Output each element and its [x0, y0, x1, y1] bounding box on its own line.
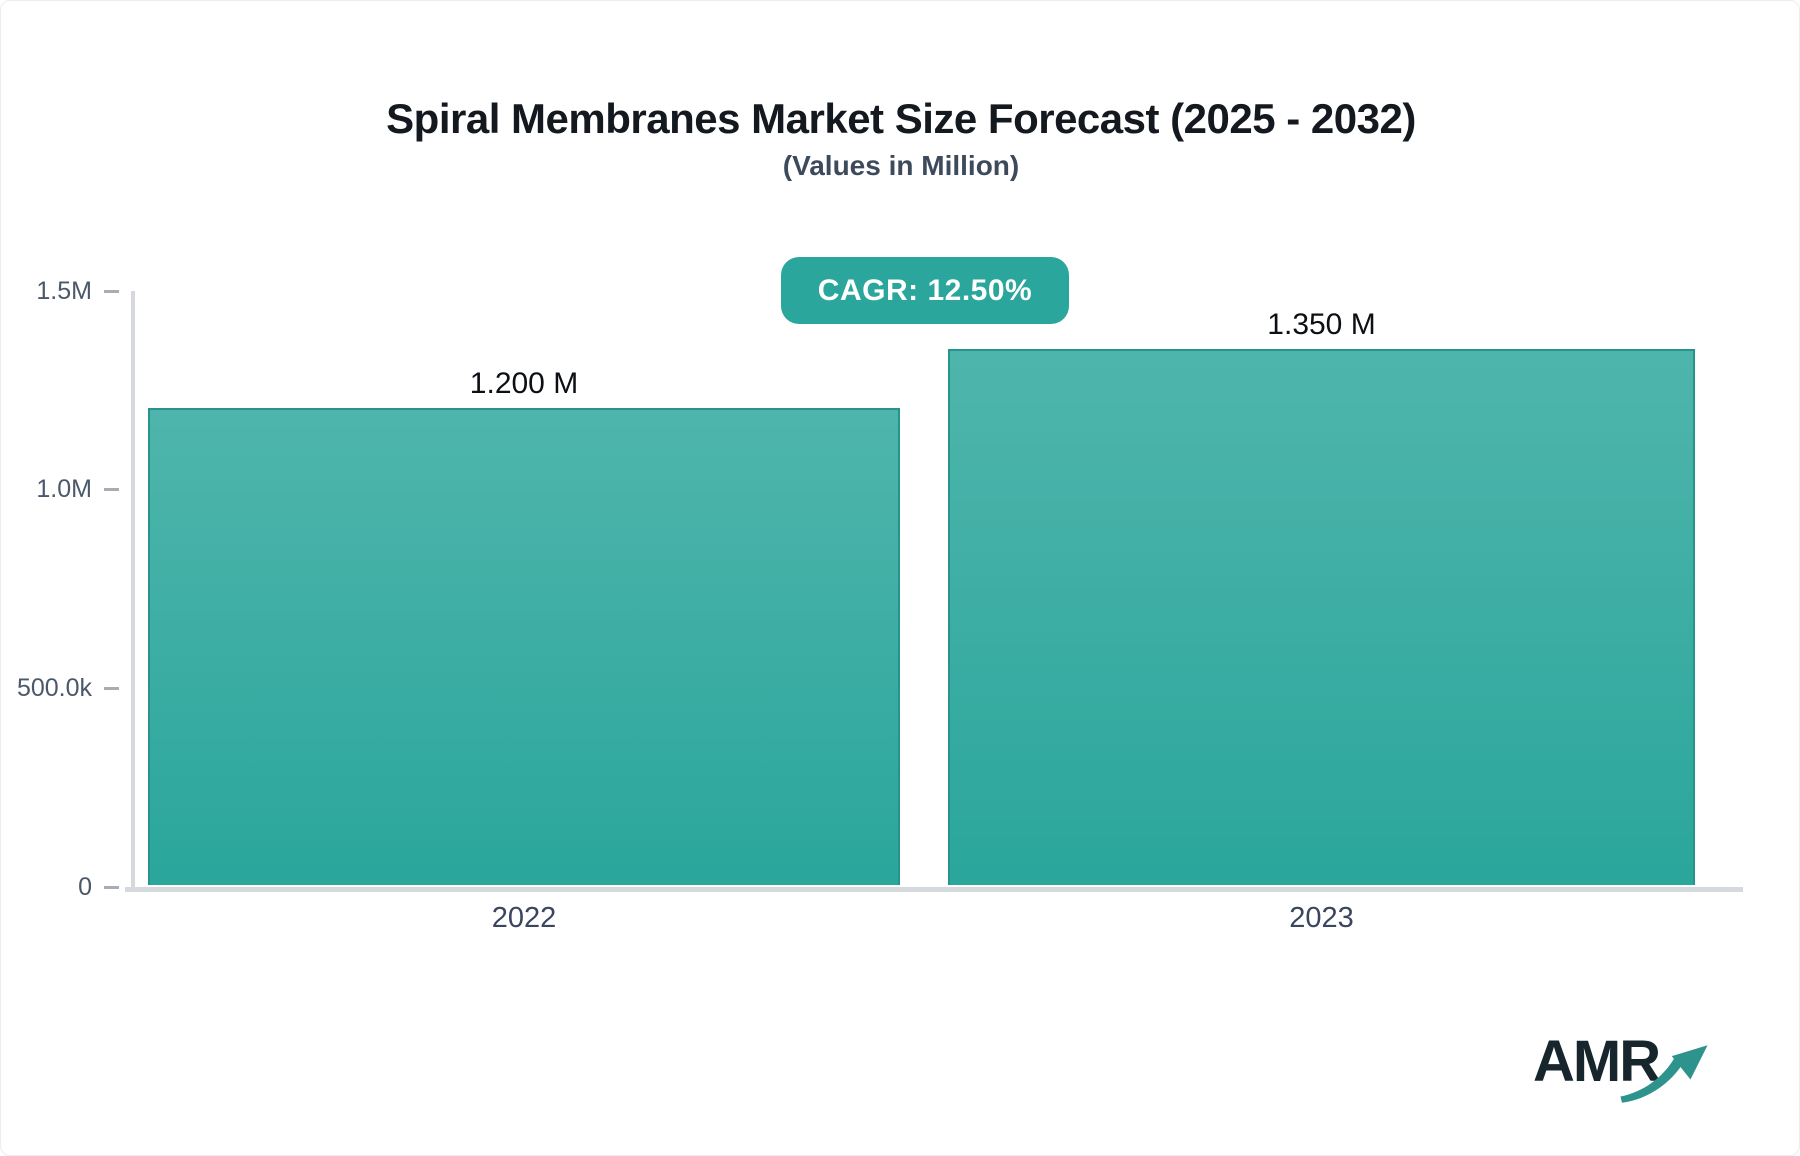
cagr-badge-label: CAGR: 12.50%	[817, 273, 1033, 307]
y-tick-mark	[104, 686, 119, 690]
bar[interactable]: 1.350 M	[948, 308, 1695, 885]
bar-value-label: 1.200 M	[469, 367, 579, 400]
y-tick-mark	[104, 885, 119, 889]
y-axis-line	[131, 291, 135, 892]
amr-logo: AMR	[1533, 1031, 1718, 1113]
bar-value-label: 1.350 M	[1267, 308, 1376, 341]
y-tick-mark	[104, 289, 119, 293]
y-tick-label: 500.0k	[16, 673, 92, 702]
cagr-badge: CAGR: 12.50%	[781, 257, 1069, 324]
chart-title: Spiral Membranes Market Size Forecast (2…	[386, 95, 1416, 142]
x-axis-line	[125, 887, 1743, 892]
x-axis-label: 2023	[1289, 902, 1354, 934]
y-tick-label: 1.0M	[36, 475, 92, 504]
y-tick-label: 0	[78, 872, 92, 901]
amr-logo-text: AMR	[1533, 1029, 1661, 1094]
y-tick-mark	[104, 488, 119, 492]
trending-up-arrow-icon	[1620, 1045, 1708, 1103]
x-axis-label: 2022	[491, 902, 557, 934]
bar[interactable]: 1.200 M	[148, 367, 900, 885]
y-tick-label: 1.5M	[36, 276, 92, 305]
chart-subtitle: (Values in Million)	[782, 150, 1020, 181]
